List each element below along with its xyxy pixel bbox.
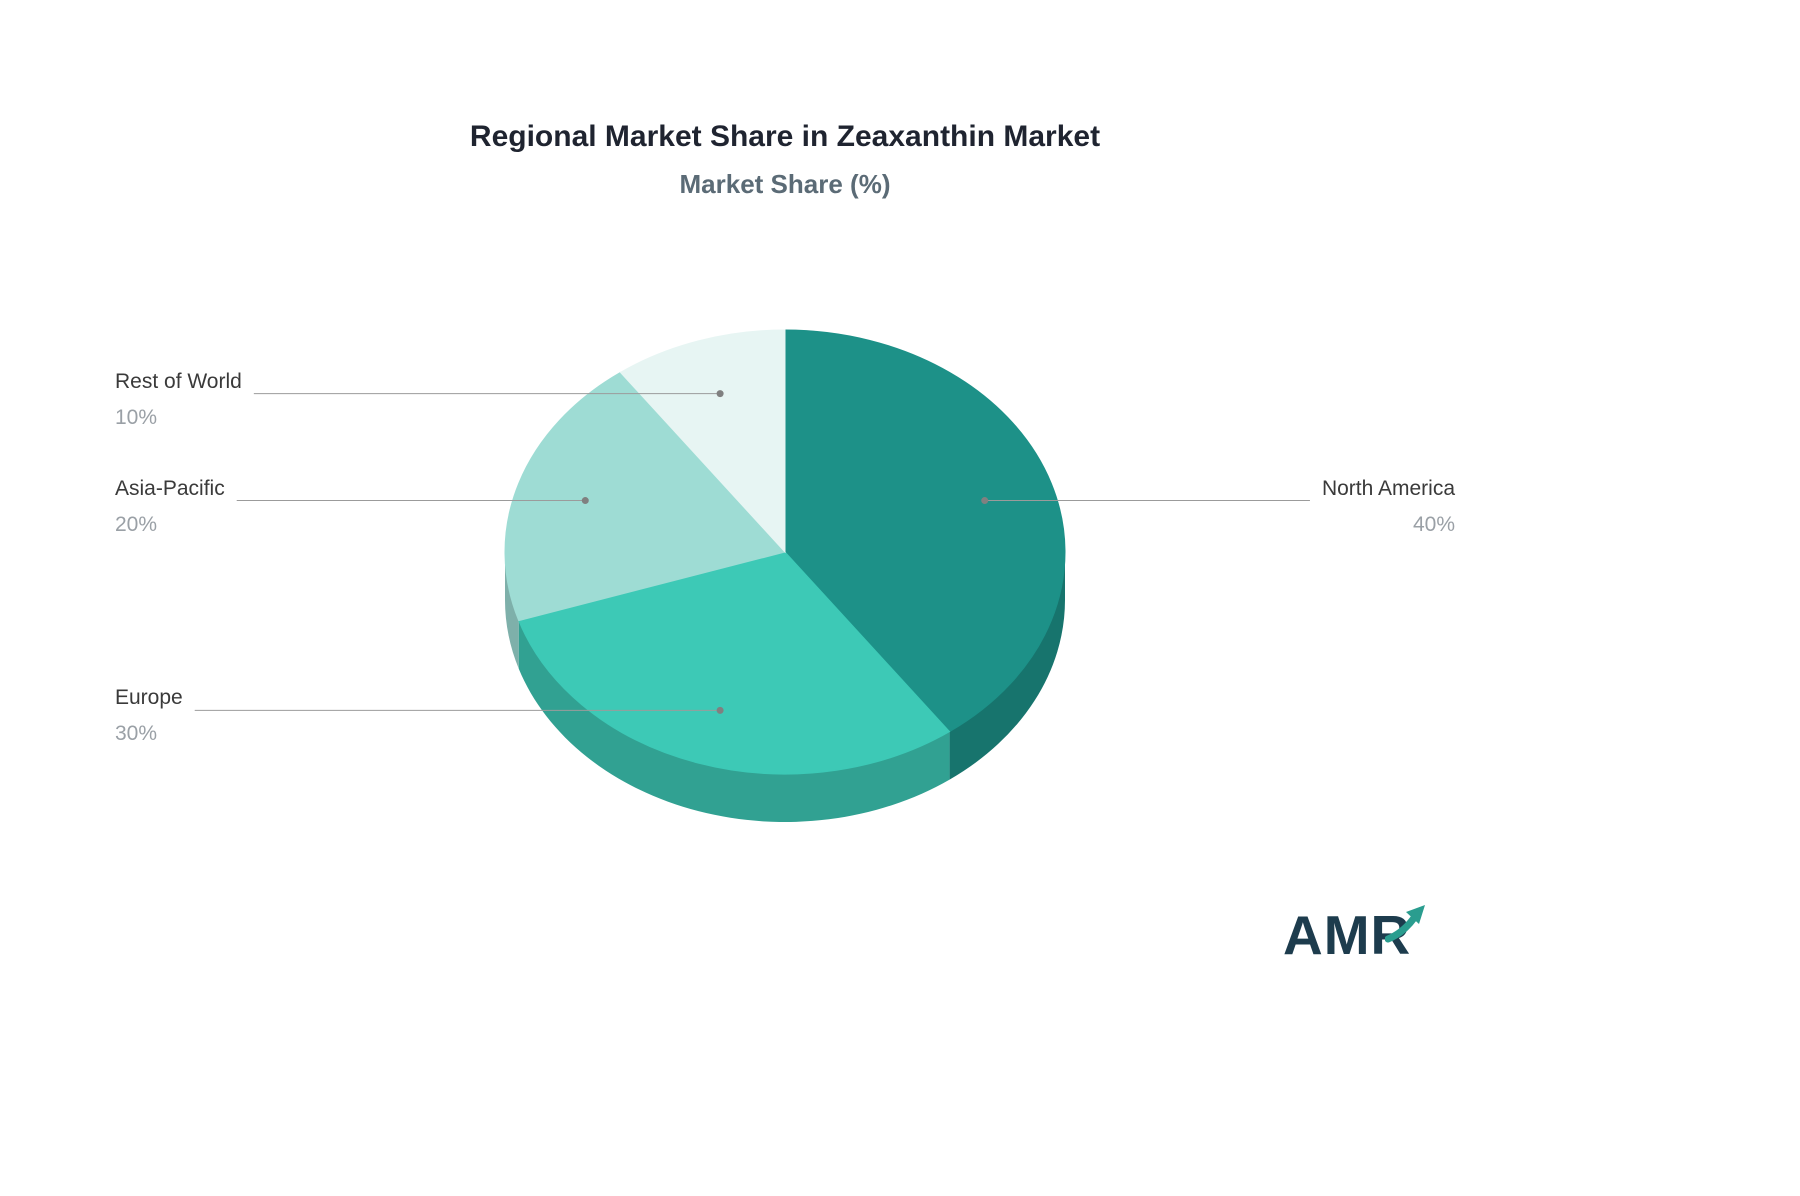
slice-label-value: 10% <box>115 405 158 429</box>
pie-slice-rest-of-world <box>619 329 786 554</box>
chart-title: Regional Market Share in Zeaxanthin Mark… <box>469 120 1101 153</box>
amr-logo: AMR <box>1283 903 1443 967</box>
pie-slice-asia-pacific <box>504 371 786 622</box>
label-rest-of-world: Rest of World 10% <box>115 364 242 436</box>
slice-label-name: Asia-Pacific <box>115 476 225 500</box>
slice-label-name: Rest of World <box>115 369 242 393</box>
slice-label-value: 40% <box>1412 512 1455 536</box>
pie-slice-north-america <box>784 329 1066 733</box>
slice-label-name: North America <box>1321 476 1455 500</box>
pie-slice-side-europe <box>518 620 950 822</box>
pie-slice-europe <box>518 551 951 775</box>
pie-slice-side-north-america <box>949 552 1065 780</box>
chart-subtitle: Market Share (%) <box>679 169 891 199</box>
pie-slice-side-asia-pacific <box>505 552 519 669</box>
slice-label-value: 30% <box>115 722 158 746</box>
growth-arrow-icon <box>1385 905 1425 943</box>
label-asia-pacific: Asia-Pacific 20% <box>115 471 225 543</box>
slice-label-name: Europe <box>115 686 183 710</box>
leader-dot-asia-pacific <box>581 497 589 505</box>
label-europe: Europe 30% <box>115 680 183 752</box>
leader-dot-europe <box>716 706 724 714</box>
leader-dot-north-america <box>981 497 989 505</box>
label-north-america: North America 40% <box>1322 471 1455 543</box>
slice-label-value: 20% <box>115 512 158 536</box>
leader-dot-rest-of-world <box>716 390 724 398</box>
